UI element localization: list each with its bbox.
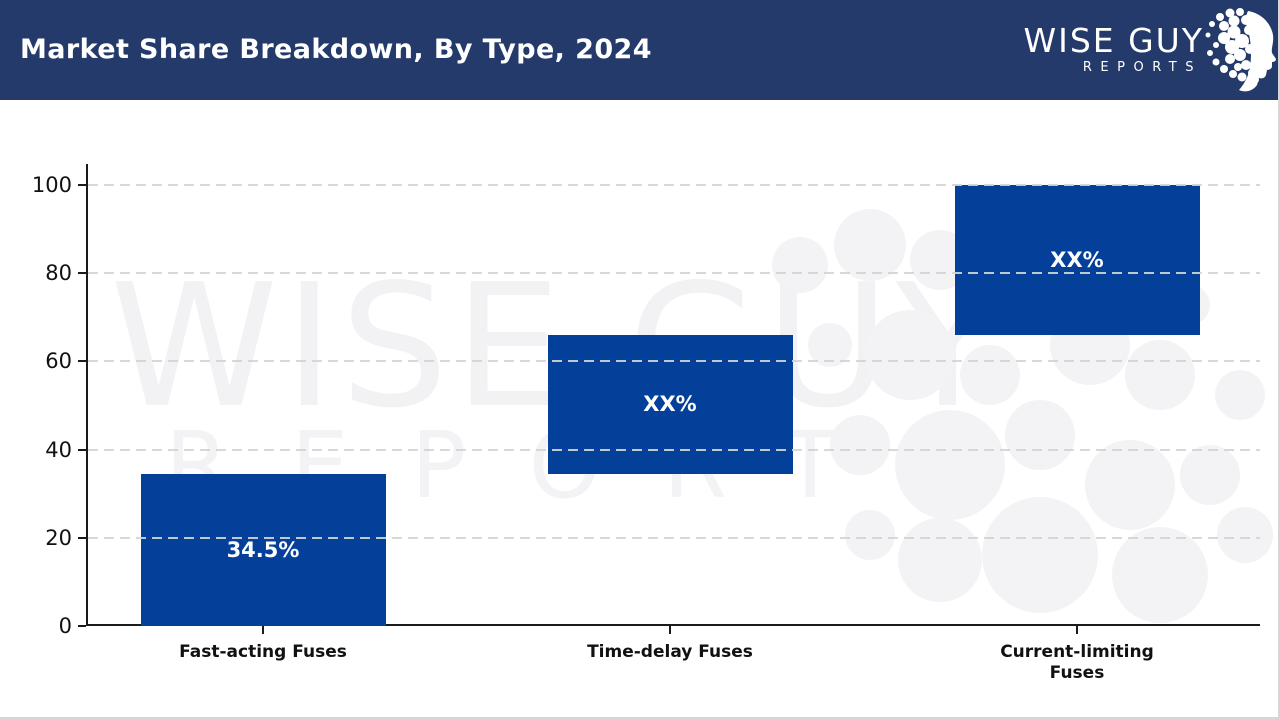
- gridline: [88, 448, 1260, 451]
- x-tick-mark: [669, 626, 671, 634]
- gridline: [88, 360, 1260, 363]
- y-tick-label: 60: [45, 349, 72, 374]
- x-axis-spine: [86, 624, 1260, 626]
- y-tick-label: 100: [31, 173, 72, 197]
- y-tick-label: 80: [45, 261, 72, 286]
- gridline: [88, 536, 1260, 539]
- y-tick-mark: [78, 360, 86, 363]
- gridline: [88, 272, 1260, 275]
- bar-value-label: 34.5%: [226, 537, 300, 562]
- x-tick-mark: [262, 626, 264, 634]
- x-category-label: Time-delay Fuses: [587, 642, 753, 662]
- page-title: Market Share Breakdown, By Type, 2024: [20, 34, 652, 65]
- bar-segment: [954, 185, 1200, 335]
- plot-area: 0 20 40 60 80 100 34.5% Fast-acting Fuses XX% Tim…: [32, 164, 1260, 683]
- y-tick-mark: [78, 625, 86, 627]
- bar-segment: [140, 473, 386, 626]
- bar-value-label: XX%: [643, 392, 697, 417]
- bar-segment: [547, 334, 793, 474]
- y-axis-spine: [86, 164, 88, 626]
- y-tick-mark: [78, 536, 86, 539]
- dotted-head-icon: [1205, 8, 1276, 92]
- brand-logo-subtitle: REPORTS: [1082, 60, 1202, 75]
- brand-logo-name: WISE GUY: [1023, 21, 1204, 60]
- brand-logo: WISE GUY REPORTS: [1023, 24, 1204, 75]
- y-tick-mark: [78, 184, 86, 186]
- gridline: [88, 184, 1260, 186]
- bar-value-label: XX%: [1050, 247, 1104, 272]
- x-category-label: Current-limiting Fuses: [1000, 642, 1154, 684]
- x-tick-mark: [1076, 626, 1078, 634]
- y-tick-label: 20: [45, 525, 72, 550]
- y-tick-label: 40: [45, 437, 72, 462]
- y-tick-mark: [78, 272, 86, 275]
- header-bar: Market Share Breakdown, By Type, 2024 WI…: [0, 0, 1278, 100]
- watermark-dotted-head: [772, 209, 1273, 623]
- x-category-label: Fast-acting Fuses: [179, 642, 347, 662]
- y-tick-mark: [78, 448, 86, 451]
- y-tick-label: 0: [58, 614, 72, 638]
